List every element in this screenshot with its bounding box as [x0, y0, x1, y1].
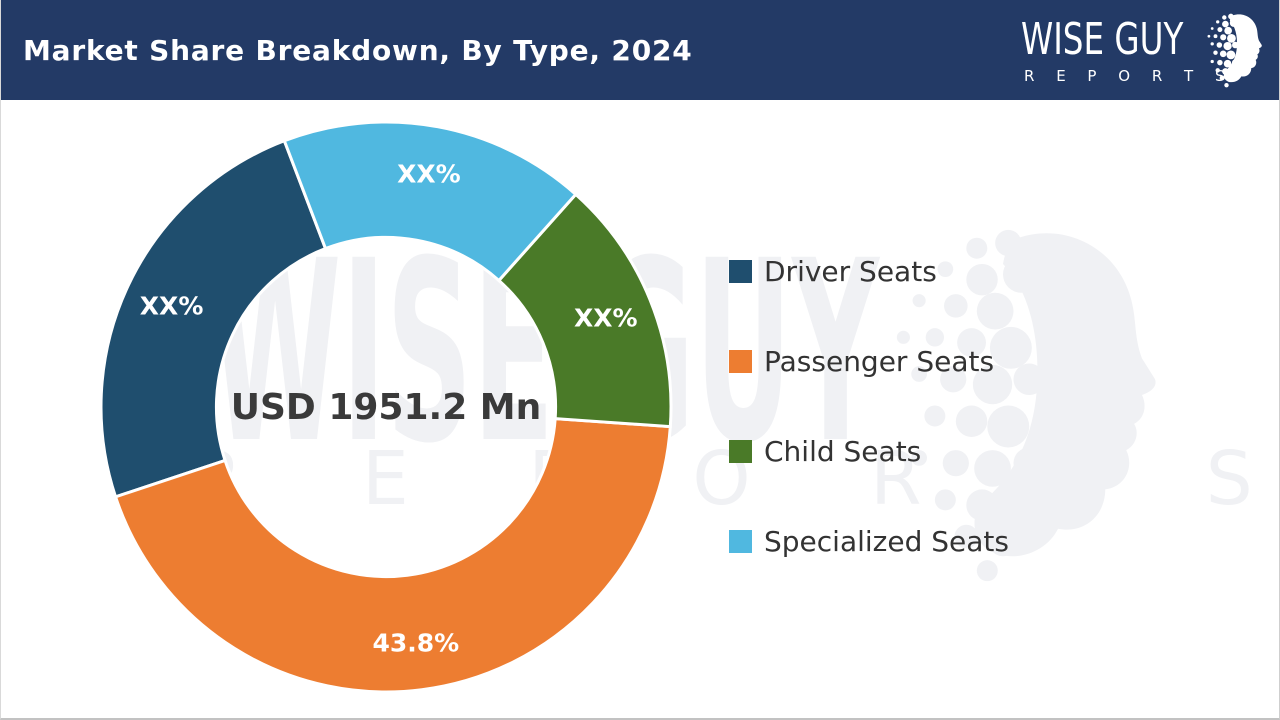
slice-value-label: XX%	[140, 291, 204, 320]
legend-item: Specialized Seats	[729, 524, 1009, 558]
slice-value-label: 43.8%	[372, 628, 459, 657]
legend-swatch	[729, 529, 752, 553]
brand-face-icon	[1207, 13, 1262, 87]
donut-slice	[99, 138, 328, 499]
page-title: Market Share Breakdown, By Type, 2024	[23, 33, 693, 67]
donut-chart: XX% 43.8% XX% XX%	[99, 120, 673, 694]
legend-item: Child Seats	[729, 434, 1009, 468]
legend-swatch	[729, 439, 752, 463]
brand-wordmark: WISE GUY	[1021, 14, 1184, 66]
brand-logo: WISE GUY R E P O R T S	[1021, 6, 1265, 94]
brand-logo-text: WISE GUY R E P O R T S	[1021, 14, 1233, 85]
chart-legend: Driver Seats Passenger Seats Child Seats Sp…	[729, 254, 1009, 558]
legend-label: Child Seats	[764, 434, 922, 468]
slice-value-label: XX%	[397, 160, 461, 189]
chart-center-value: USD 1951.2 Mn	[230, 387, 542, 428]
legend-label: Passenger Seats	[764, 344, 995, 378]
legend-item: Passenger Seats	[729, 344, 1009, 378]
donut-slice	[113, 417, 672, 694]
legend-label: Specialized Seats	[764, 524, 1009, 558]
brand-reports-text: R E P O R T S	[1024, 66, 1233, 85]
legend-item: Driver Seats	[729, 254, 1009, 288]
donut-slice	[282, 120, 578, 283]
legend-swatch	[729, 349, 752, 373]
slice-value-label: XX%	[574, 303, 638, 332]
legend-swatch	[729, 259, 752, 283]
legend-label: Driver Seats	[764, 254, 937, 288]
app-header: Market Share Breakdown, By Type, 2024 WI…	[1, 0, 1279, 100]
